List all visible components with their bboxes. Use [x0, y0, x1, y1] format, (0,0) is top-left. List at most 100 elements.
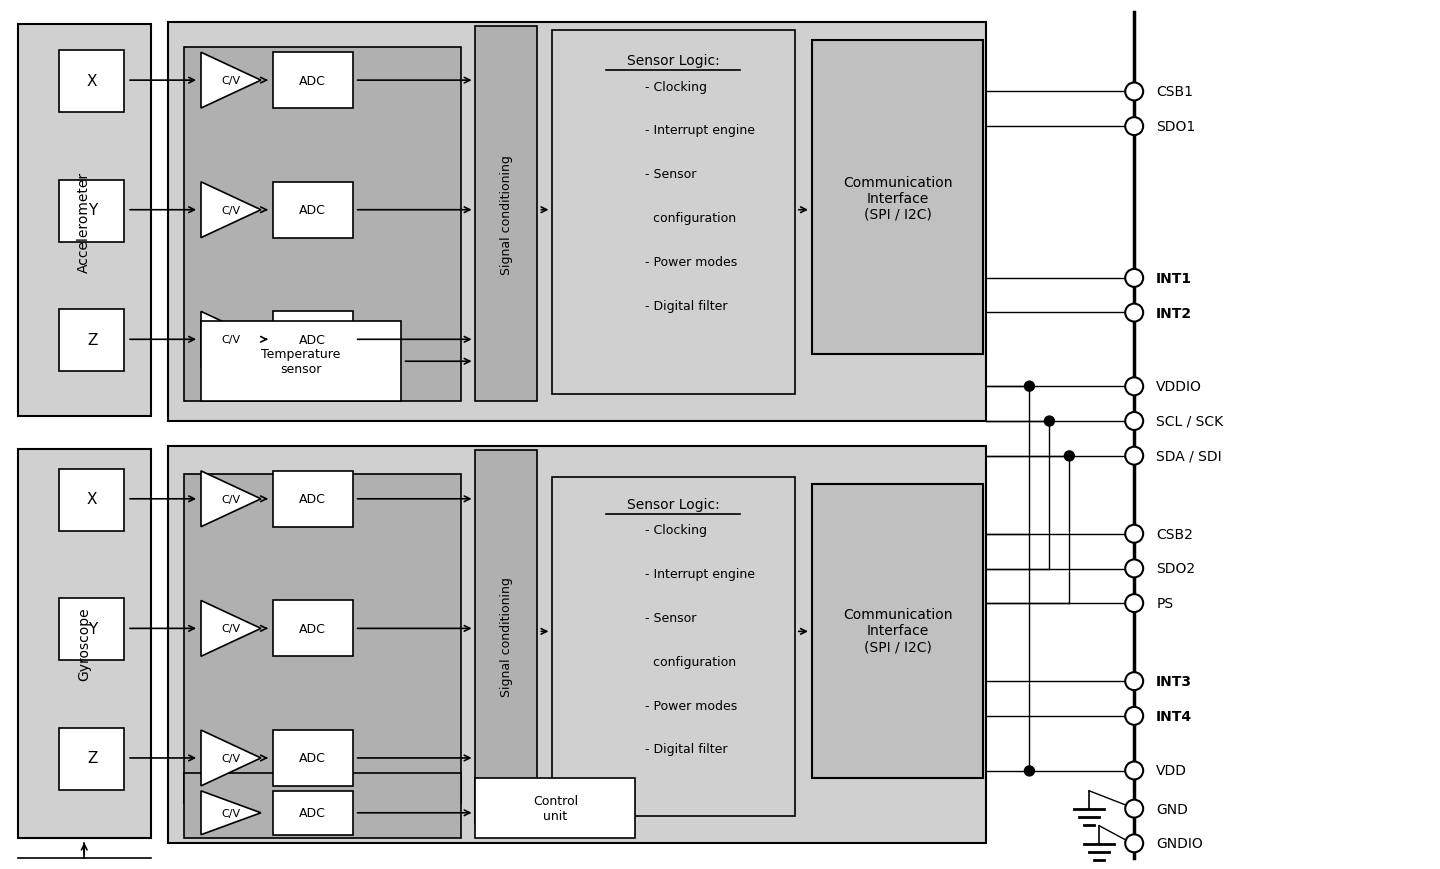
Polygon shape [202, 182, 261, 238]
Text: CSB1: CSB1 [1156, 85, 1194, 99]
Text: GNDIO: GNDIO [1156, 836, 1202, 851]
Text: - Digital filter: - Digital filter [645, 300, 727, 313]
Circle shape [1125, 594, 1143, 613]
Text: Z: Z [86, 333, 98, 348]
Text: INT2: INT2 [1156, 306, 1192, 320]
Circle shape [1125, 269, 1143, 288]
Text: X: X [86, 492, 98, 507]
Text: - Power modes: - Power modes [645, 255, 737, 269]
Text: - Clocking: - Clocking [645, 81, 707, 94]
Bar [59, 310, 124, 372]
Text: Communication
Interface
(SPI / I2C): Communication Interface (SPI / I2C) [842, 176, 952, 222]
Text: SDO2: SDO2 [1156, 561, 1195, 576]
Text: Sensor Logic:: Sensor Logic: [626, 497, 720, 511]
Circle shape [1125, 525, 1143, 543]
Text: - Interrupt engine: - Interrupt engine [645, 124, 755, 137]
Text: ADC: ADC [300, 75, 327, 88]
Text: INT3: INT3 [1156, 674, 1192, 688]
Polygon shape [202, 312, 261, 368]
Circle shape [1024, 766, 1034, 776]
Text: - Clocking: - Clocking [645, 524, 707, 536]
Bar [59, 469, 124, 531]
Text: CSB2: CSB2 [1156, 527, 1192, 541]
Bar [184, 48, 461, 401]
Bar [202, 322, 400, 401]
Bar [168, 447, 986, 843]
Text: - Sensor: - Sensor [645, 168, 697, 181]
Bar [272, 182, 353, 238]
Text: ADC: ADC [300, 806, 327, 819]
Bar [812, 41, 984, 355]
Text: Gyroscope: Gyroscope [78, 607, 91, 680]
Text: - Digital filter: - Digital filter [645, 743, 727, 756]
Text: Z: Z [86, 751, 98, 766]
Circle shape [1125, 304, 1143, 322]
Text: C/V: C/V [222, 76, 240, 86]
Text: configuration: configuration [645, 212, 736, 225]
Bar [475, 27, 537, 401]
Text: C/V: C/V [222, 753, 240, 763]
Circle shape [1125, 118, 1143, 136]
Circle shape [1125, 799, 1143, 818]
Circle shape [1125, 673, 1143, 690]
Bar [59, 51, 124, 113]
Bar [272, 471, 353, 527]
Text: ADC: ADC [300, 622, 327, 635]
Polygon shape [202, 471, 261, 527]
Text: - Power modes: - Power modes [645, 699, 737, 712]
Text: Signal conditioning: Signal conditioning [500, 577, 513, 696]
Text: C/V: C/V [222, 808, 240, 818]
Bar [272, 53, 353, 109]
Circle shape [1044, 416, 1054, 427]
Text: C/V: C/V [222, 624, 240, 634]
Polygon shape [202, 53, 261, 109]
Text: configuration: configuration [645, 655, 736, 668]
Text: - Interrupt engine: - Interrupt engine [645, 567, 755, 580]
Bar [19, 449, 151, 838]
Text: C/V: C/V [222, 494, 240, 504]
Bar [59, 181, 124, 242]
Text: PS: PS [1156, 596, 1174, 610]
Text: C/V: C/V [222, 205, 240, 216]
Text: SCL / SCK: SCL / SCK [1156, 415, 1224, 428]
Bar [553, 477, 795, 816]
Text: Control
unit: Control unit [533, 794, 577, 822]
Polygon shape [202, 600, 261, 657]
Circle shape [1024, 381, 1034, 392]
Circle shape [1125, 448, 1143, 465]
Text: ADC: ADC [300, 334, 327, 347]
Polygon shape [202, 730, 261, 786]
Bar [272, 791, 353, 835]
Bar [184, 474, 461, 803]
Text: Communication
Interface
(SPI / I2C): Communication Interface (SPI / I2C) [842, 607, 952, 653]
Bar [168, 23, 986, 421]
Bar [59, 728, 124, 790]
Circle shape [1125, 834, 1143, 852]
Bar [59, 599, 124, 660]
Bar [812, 484, 984, 778]
Text: Accelerometer: Accelerometer [78, 172, 91, 273]
Bar [19, 25, 151, 416]
Text: Y: Y [88, 621, 96, 636]
Text: ADC: ADC [300, 493, 327, 506]
Text: X: X [86, 74, 98, 89]
Bar [272, 312, 353, 368]
Bar [475, 778, 635, 838]
Polygon shape [202, 791, 261, 835]
Bar [553, 31, 795, 395]
Text: VDD: VDD [1156, 764, 1187, 778]
Text: INT1: INT1 [1156, 272, 1192, 286]
Bar [184, 773, 461, 838]
Text: INT4: INT4 [1156, 709, 1192, 723]
Text: C/V: C/V [222, 335, 240, 345]
Text: SDA / SDI: SDA / SDI [1156, 449, 1221, 463]
Circle shape [1125, 83, 1143, 102]
Circle shape [1125, 560, 1143, 578]
Text: Temperature
sensor: Temperature sensor [261, 348, 340, 375]
Circle shape [1064, 451, 1074, 461]
Bar [272, 600, 353, 657]
Bar [475, 450, 537, 823]
Text: GND: GND [1156, 802, 1188, 816]
Bar [272, 730, 353, 786]
Text: ADC: ADC [300, 204, 327, 217]
